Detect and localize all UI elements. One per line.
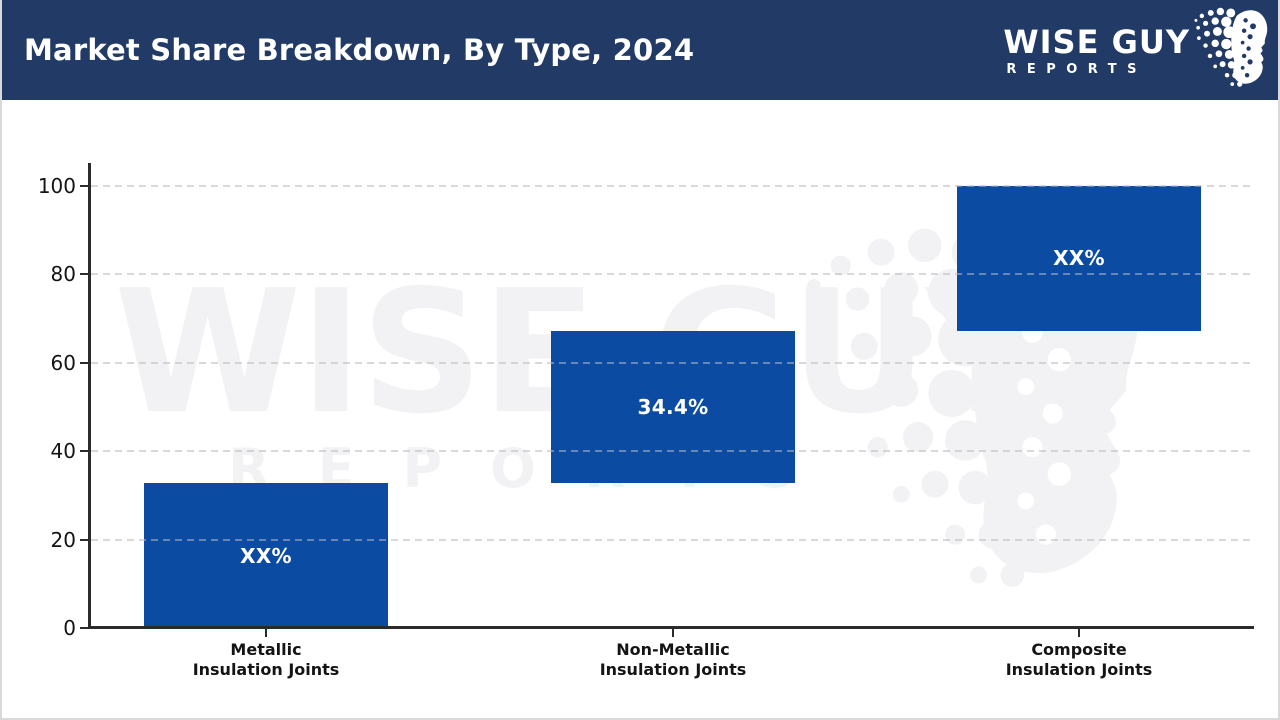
y-axis-tick-label: 100 <box>37 174 76 198</box>
header-bar: Market Share Breakdown, By Type, 2024 WI… <box>2 0 1278 100</box>
x-axis-tick <box>672 629 674 637</box>
y-axis-tick <box>80 538 88 541</box>
watermark-brand-subtitle: REPORTS <box>228 437 843 500</box>
x-axis-category-label: Composite Insulation Joints <box>919 640 1239 680</box>
y-axis-tick <box>80 361 88 364</box>
gridline <box>91 361 1254 364</box>
brand-name: WISE GUY <box>1003 23 1190 61</box>
x-axis-tick <box>1078 629 1080 637</box>
y-axis-tick <box>80 450 88 453</box>
x-axis-category-label-line: Insulation Joints <box>1005 660 1153 679</box>
x-axis-category-label: Metallic Insulation Joints <box>106 640 426 680</box>
gridline <box>91 538 1254 541</box>
gridline <box>91 627 1254 629</box>
y-axis-tick <box>80 273 88 276</box>
y-axis-tick-label: 40 <box>50 439 76 464</box>
brand-logo-text: WISE GUY REPORTS <box>1003 25 1190 77</box>
bar-metallic-insulation-joints: XX% <box>144 483 388 628</box>
brand-logo: WISE GUY REPORTS <box>1003 6 1274 96</box>
y-axis-tick-label: 80 <box>50 262 76 287</box>
y-axis-tick <box>80 185 88 187</box>
y-axis-tick-label: 20 <box>50 527 76 552</box>
chart-title: Market Share Breakdown, By Type, 2024 <box>24 33 695 67</box>
x-axis-category-label-line: Insulation Joints <box>599 660 747 679</box>
x-axis-line <box>88 626 1254 629</box>
bar-composite-insulation-joints: XX% <box>957 186 1201 331</box>
brand-subtitle: REPORTS <box>1006 62 1147 77</box>
watermark: WISE GUY REPORTS <box>2 100 1278 718</box>
bar-non-metallic-insulation-joints: 34.4% <box>551 330 795 484</box>
gridline <box>91 185 1254 187</box>
x-axis-category-label-line: Composite <box>1031 640 1127 659</box>
gridline <box>91 273 1254 276</box>
x-axis-category-label: Non-Metallic Insulation Joints <box>513 640 833 680</box>
y-axis-line <box>88 163 91 629</box>
gridline <box>91 450 1254 453</box>
bar-value-label: 34.4% <box>637 394 709 419</box>
x-axis-tick <box>265 629 267 637</box>
y-axis-tick <box>80 627 88 629</box>
y-axis-tick-label: 0 <box>63 616 76 640</box>
x-axis-category-label-line: Insulation Joints <box>192 660 340 679</box>
y-axis-tick-label: 60 <box>50 350 76 375</box>
watermark-brand-name: WISE GUY <box>114 254 1049 452</box>
bar-value-label: XX% <box>240 543 292 568</box>
x-axis-category-label-line: Non-Metallic <box>616 640 730 659</box>
bar-value-label: XX% <box>1053 246 1105 271</box>
watermark-face-icon <box>807 228 1138 587</box>
x-axis-category-label-line: Metallic <box>230 640 302 659</box>
brand-face-icon <box>1194 7 1268 87</box>
